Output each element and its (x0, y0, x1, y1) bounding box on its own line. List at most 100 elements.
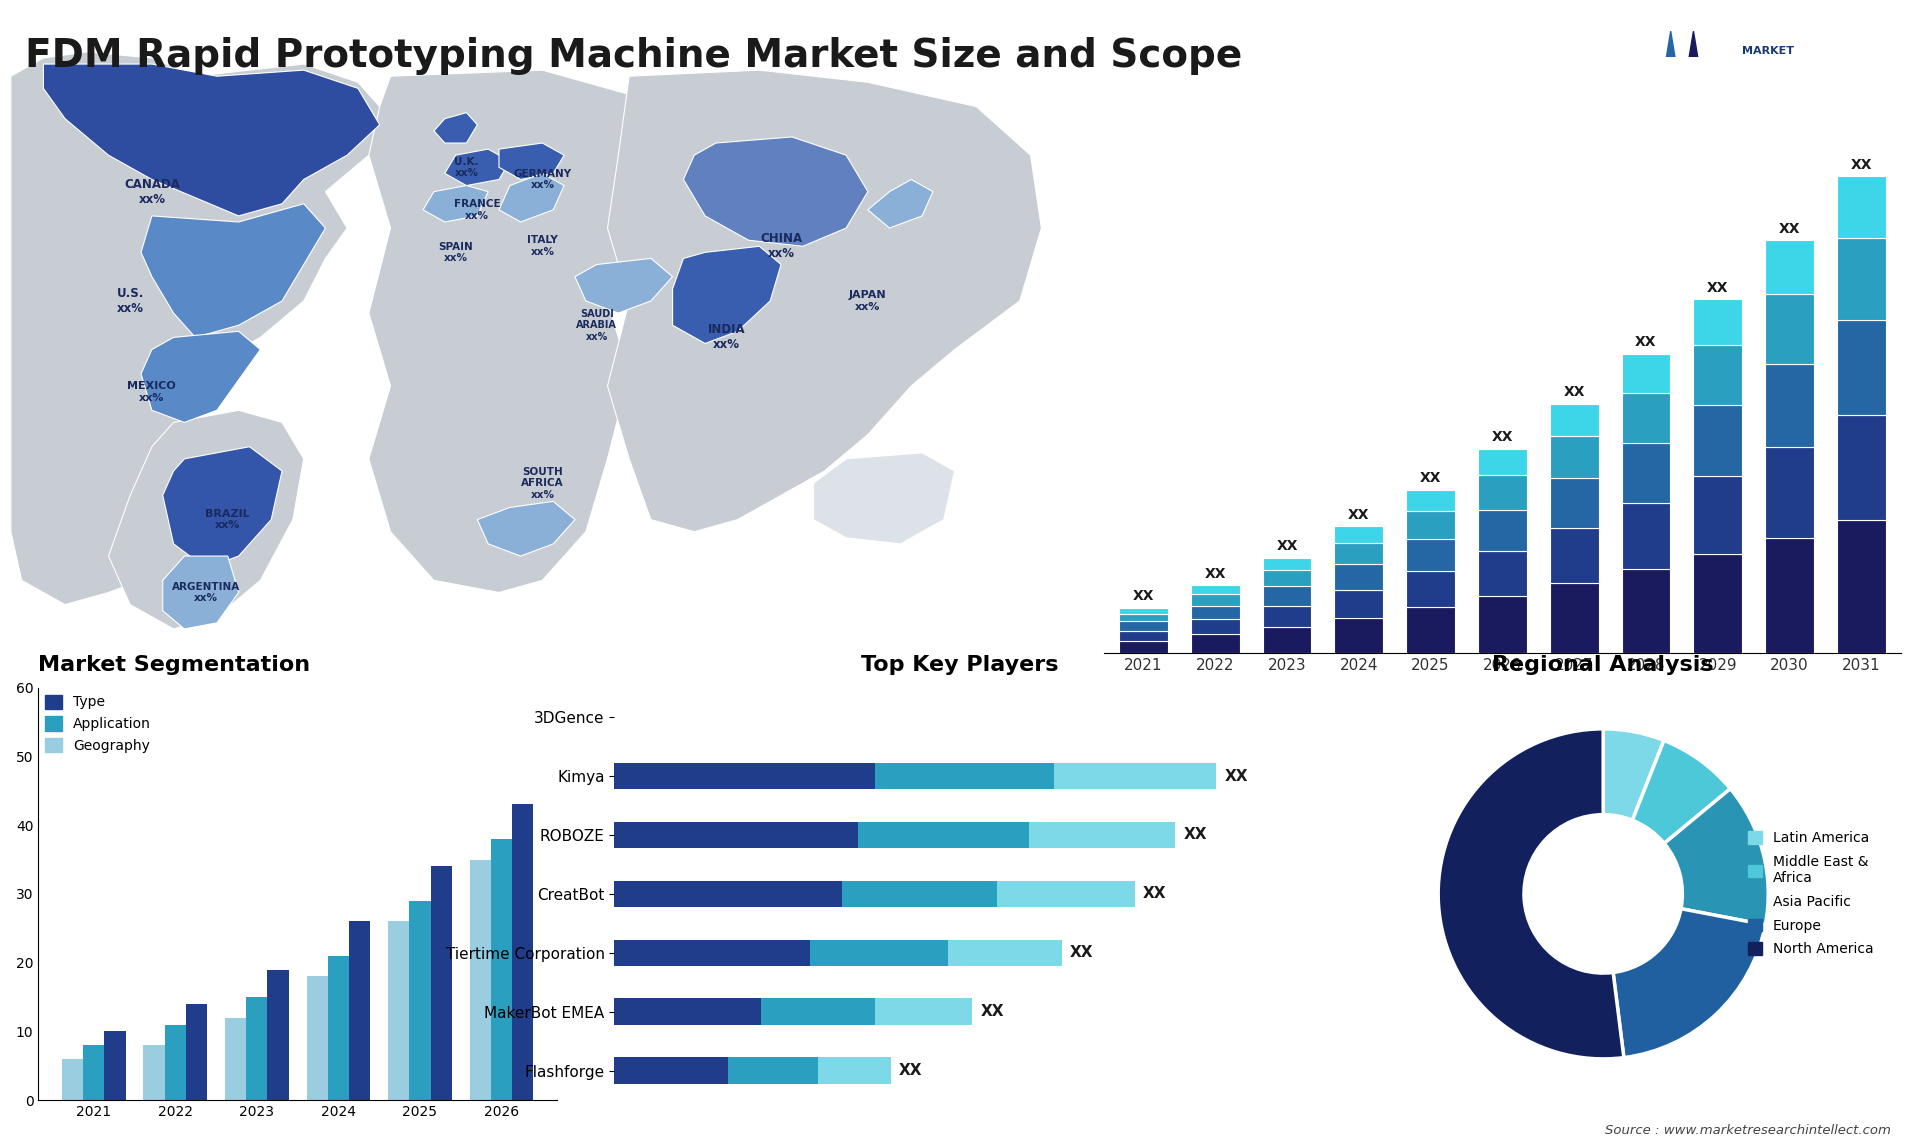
Bar (1334, 526, 1382, 542)
Bar (246, 997, 267, 1100)
Bar (1764, 364, 1814, 447)
Bar (1405, 539, 1455, 572)
Title: Top Key Players: Top Key Players (862, 654, 1058, 675)
Text: INDIA
xx%: INDIA xx% (708, 323, 745, 352)
Bar (1764, 240, 1814, 293)
Bar (1549, 478, 1599, 528)
Text: U.K.
xx%: U.K. xx% (455, 157, 478, 178)
Bar (1549, 583, 1599, 653)
Bar (430, 866, 451, 1100)
Bar (1334, 542, 1382, 564)
Text: XX: XX (1277, 540, 1298, 554)
Text: XX: XX (1563, 385, 1584, 399)
Text: Source : www.marketresearchintellect.com: Source : www.marketresearchintellect.com (1605, 1124, 1891, 1137)
Text: MEXICO
xx%: MEXICO xx% (127, 382, 177, 403)
PathPatch shape (434, 112, 478, 143)
PathPatch shape (108, 410, 303, 629)
Bar (1405, 607, 1455, 653)
Bar (1837, 320, 1885, 415)
Text: SAUDI
ARABIA
xx%: SAUDI ARABIA xx% (576, 308, 616, 342)
Bar (948, 940, 1062, 966)
Bar (1190, 605, 1240, 619)
Text: INTELLECT: INTELLECT (1741, 99, 1809, 109)
Bar (1119, 630, 1167, 641)
Bar (1334, 618, 1382, 653)
PathPatch shape (499, 173, 564, 222)
Bar (876, 998, 972, 1025)
Bar (1622, 503, 1670, 570)
Bar (1054, 763, 1215, 790)
Title: Regional Analysis: Regional Analysis (1492, 654, 1715, 675)
Text: CANADA
xx%: CANADA xx% (125, 178, 180, 205)
Bar (1622, 393, 1670, 444)
Legend: Type, Application, Geography: Type, Application, Geography (46, 694, 152, 753)
PathPatch shape (684, 138, 868, 246)
Bar (1693, 345, 1741, 406)
Bar (1334, 590, 1382, 618)
Bar (614, 1058, 728, 1084)
PathPatch shape (140, 204, 324, 337)
PathPatch shape (868, 180, 933, 228)
Text: XX: XX (1492, 431, 1513, 445)
Text: XX: XX (981, 1004, 1004, 1019)
Text: XX: XX (1851, 158, 1872, 172)
Bar (1837, 176, 1885, 238)
Bar (1478, 476, 1526, 510)
Text: Market Segmentation: Market Segmentation (38, 654, 311, 675)
Bar (104, 1031, 125, 1100)
Bar (225, 1018, 246, 1100)
Text: SOUTH
AFRICA
xx%: SOUTH AFRICA xx% (520, 466, 564, 500)
Text: XX: XX (1204, 566, 1227, 581)
Text: U.S.
xx%: U.S. xx% (117, 286, 144, 315)
Bar (1190, 586, 1240, 594)
Text: GERMANY
xx%: GERMANY xx% (513, 168, 572, 190)
Bar (61, 1059, 83, 1100)
PathPatch shape (163, 556, 238, 629)
Bar (470, 860, 492, 1100)
Text: XX: XX (1421, 471, 1442, 485)
Bar (1119, 621, 1167, 630)
Bar (1119, 614, 1167, 621)
PathPatch shape (12, 52, 390, 605)
Bar (1190, 594, 1240, 605)
Wedge shape (1603, 729, 1665, 821)
Wedge shape (1632, 740, 1730, 843)
PathPatch shape (369, 70, 651, 592)
Text: XX: XX (1636, 335, 1657, 350)
Text: MARKET: MARKET (1741, 46, 1793, 56)
Bar (1190, 619, 1240, 634)
Text: JAPAN
xx%: JAPAN xx% (849, 290, 887, 312)
Bar (1622, 444, 1670, 503)
Bar (1549, 528, 1599, 583)
Bar (1837, 520, 1885, 653)
PathPatch shape (478, 502, 574, 556)
Bar (1764, 447, 1814, 537)
Bar (1693, 299, 1741, 345)
Text: SPAIN
xx%: SPAIN xx% (438, 242, 472, 264)
Bar (1622, 570, 1670, 653)
Bar (1405, 572, 1455, 607)
Text: XX: XX (1778, 221, 1801, 236)
Bar (1334, 564, 1382, 590)
Bar (1622, 354, 1670, 393)
Bar (349, 921, 371, 1100)
PathPatch shape (499, 143, 564, 180)
Bar (1263, 558, 1311, 571)
Text: CHINA
xx%: CHINA xx% (760, 233, 803, 260)
Bar (1119, 641, 1167, 653)
PathPatch shape (140, 331, 261, 423)
Text: XX: XX (1707, 281, 1728, 295)
PathPatch shape (163, 447, 282, 568)
Text: XX: XX (1183, 827, 1208, 842)
Bar (409, 901, 430, 1100)
Bar (1693, 406, 1741, 476)
PathPatch shape (44, 64, 380, 215)
Bar (614, 940, 810, 966)
Bar (267, 970, 288, 1100)
Text: XX: XX (1133, 589, 1154, 603)
Bar (1190, 634, 1240, 653)
Bar (728, 1058, 818, 1084)
Text: RESEARCH: RESEARCH (1741, 72, 1809, 83)
Bar (186, 1004, 207, 1100)
Bar (1693, 554, 1741, 653)
